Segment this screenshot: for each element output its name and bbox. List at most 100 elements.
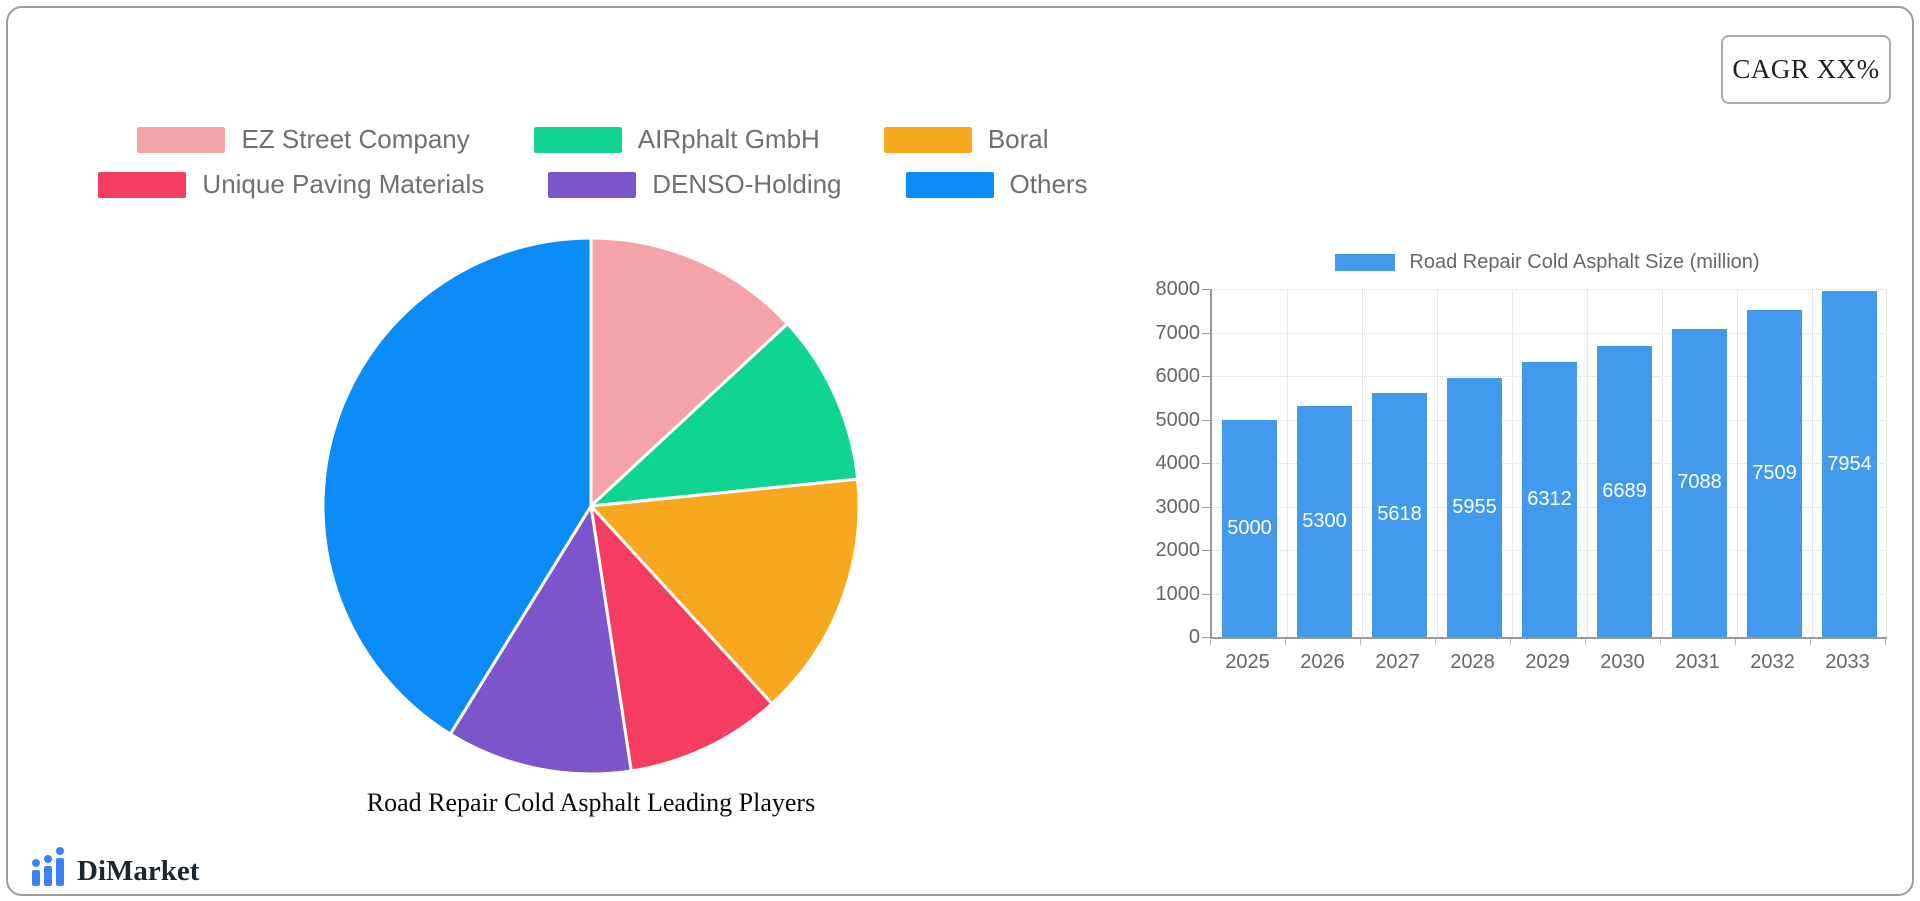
x-gridline: [1437, 289, 1438, 637]
pie-slice-unique-paving-materials: [589, 504, 774, 773]
bar-2030: 6689: [1597, 346, 1652, 637]
pie-slice-boral: [589, 477, 861, 706]
bar-value-label: 7509: [1752, 462, 1797, 485]
legend-swatch-icon: [533, 126, 622, 153]
y-axis-tick-mark: [1202, 332, 1210, 334]
x-axis-tick-label: 2025: [1225, 651, 1270, 673]
legend-swatch-icon: [883, 126, 972, 153]
legend-item-airphalt-gmbh: AIRphalt GmbH: [533, 124, 820, 155]
bar-value-label: 5300: [1302, 510, 1347, 533]
x-gridline: [1812, 289, 1813, 637]
y-axis-tick-label: 6000: [1155, 365, 1201, 387]
x-axis-tick-label: 2029: [1525, 651, 1570, 673]
bar-chart-plot-area: 5000 5300 5618 5955 6312 6689 7088 7509 7954: [1210, 289, 1887, 639]
legend-item-label: AIRphalt GmbH: [637, 124, 820, 154]
brand-watermark: DiMarket: [30, 846, 199, 886]
x-axis-tick-mark: [1735, 639, 1736, 645]
cagr-badge: CAGR XX%: [1721, 35, 1891, 104]
x-axis-tick-mark: [1660, 639, 1661, 645]
pie-title: Road Repair Cold Asphalt Leading Players: [366, 788, 816, 817]
y-axis-tick-label: 2000: [1155, 539, 1201, 561]
x-axis-tick-label: 2032: [1750, 651, 1795, 673]
pie-chart: [321, 236, 861, 776]
pie-slice-airphalt-gmbh: [589, 322, 860, 508]
y-gridline: [1212, 289, 1887, 290]
bar-value-label: 5000: [1227, 516, 1272, 539]
legend-item-boral: Boral: [883, 124, 1049, 155]
mini-bar-chart-icon: [32, 847, 64, 886]
legend-item-others: Others: [905, 169, 1088, 200]
legend-swatch-icon: [905, 171, 994, 198]
brand-name: DiMarket: [77, 855, 200, 887]
legend-item-label: EZ Street Company: [241, 124, 470, 154]
bar-2031: 7088: [1672, 328, 1727, 637]
legend-item-label: Others: [1009, 169, 1088, 199]
bar-value-label: 7088: [1677, 471, 1722, 494]
x-axis-tick-mark: [1885, 639, 1886, 645]
legend-swatch-icon: [137, 126, 226, 153]
y-axis-tick-label: 4000: [1155, 452, 1201, 474]
bar-2025: 5000: [1222, 419, 1277, 637]
bar-2027: 5618: [1372, 392, 1427, 637]
x-axis-tick-label: 2026: [1300, 651, 1345, 673]
y-axis-tick-mark: [1202, 506, 1210, 508]
bar-2032: 7509: [1747, 310, 1802, 637]
x-axis-tick-label: 2033: [1825, 651, 1870, 673]
y-axis-tick-mark: [1202, 550, 1210, 551]
bar-chart-legend: Road Repair Cold Asphalt Size (million): [1210, 250, 1885, 274]
report-card: CAGR XX% EZ Street Company AIRphalt GmbH B…: [6, 6, 1914, 896]
y-axis-tick-mark: [1202, 289, 1210, 290]
y-axis-tick-mark: [1202, 419, 1210, 421]
pie-legend-row: Unique Paving Materials DENSO-Holding Othe…: [98, 169, 1088, 200]
x-axis-tick-mark: [1210, 639, 1211, 645]
y-axis-tick-label: 3000: [1155, 495, 1201, 518]
bar-2029: 6312: [1522, 362, 1577, 637]
x-gridline-right-edge: [1886, 289, 1887, 637]
bar-legend-label: Road Repair Cold Asphalt Size (million): [1409, 250, 1760, 273]
pie-legend: EZ Street Company AIRphalt GmbH Boral Uniqu…: [48, 124, 1138, 200]
bar-2028: 5955: [1447, 377, 1502, 637]
legend-item-denso-holding: DENSO-Holding: [548, 169, 842, 200]
y-axis-tick-label: 0: [1188, 626, 1200, 648]
bar-value-label: 6689: [1602, 480, 1647, 503]
pie-slice-denso-holding: [448, 504, 633, 776]
x-gridline: [1512, 289, 1513, 637]
bar-value-label: 5618: [1377, 503, 1422, 526]
legend-item-label: DENSO-Holding: [652, 169, 842, 199]
legend-item-label: Boral: [987, 124, 1049, 154]
x-axis-tick-label: 2031: [1675, 651, 1720, 673]
x-axis-tick-mark: [1585, 639, 1586, 645]
y-axis-tick-label: 5000: [1155, 408, 1201, 431]
x-axis-tick-mark: [1810, 639, 1811, 645]
legend-swatch-icon: [98, 171, 187, 198]
cagr-label: CAGR XX%: [1732, 54, 1880, 84]
x-gridline: [1662, 289, 1663, 637]
x-axis-tick-label: 2027: [1375, 651, 1420, 673]
bar-value-label: 6312: [1527, 488, 1572, 511]
y-axis-tick-label: 8000: [1155, 278, 1201, 300]
bar-value-label: 7954: [1827, 452, 1872, 475]
pie-slice-others: [321, 236, 593, 736]
x-axis-tick-mark: [1285, 639, 1286, 645]
x-gridline: [1287, 289, 1288, 637]
x-gridline: [1737, 289, 1738, 637]
x-axis-tick-mark: [1435, 639, 1436, 645]
bar-2033: 7954: [1822, 291, 1877, 637]
y-axis-tick-label: 1000: [1155, 582, 1201, 605]
x-axis-tick-mark: [1360, 639, 1361, 645]
y-axis-tick-mark: [1202, 376, 1210, 377]
pie-slice-ez-street-company: [589, 236, 790, 508]
y-axis-tick-mark: [1202, 637, 1210, 638]
bar-2026: 5300: [1297, 406, 1352, 637]
x-axis-tick-mark: [1510, 639, 1511, 645]
bar-value-label: 5955: [1452, 495, 1497, 518]
y-axis-tick-mark: [1202, 593, 1210, 595]
y-gridline: [1212, 332, 1887, 334]
x-axis-tick-label: 2028: [1450, 651, 1495, 673]
y-axis-tick-label: 7000: [1155, 321, 1201, 344]
legend-item-unique-paving-materials: Unique Paving Materials: [98, 169, 484, 200]
legend-item-ez-street-company: EZ Street Company: [137, 124, 470, 155]
x-gridline: [1362, 289, 1363, 637]
x-gridline: [1587, 289, 1588, 637]
legend-item-label: Unique Paving Materials: [202, 169, 485, 199]
